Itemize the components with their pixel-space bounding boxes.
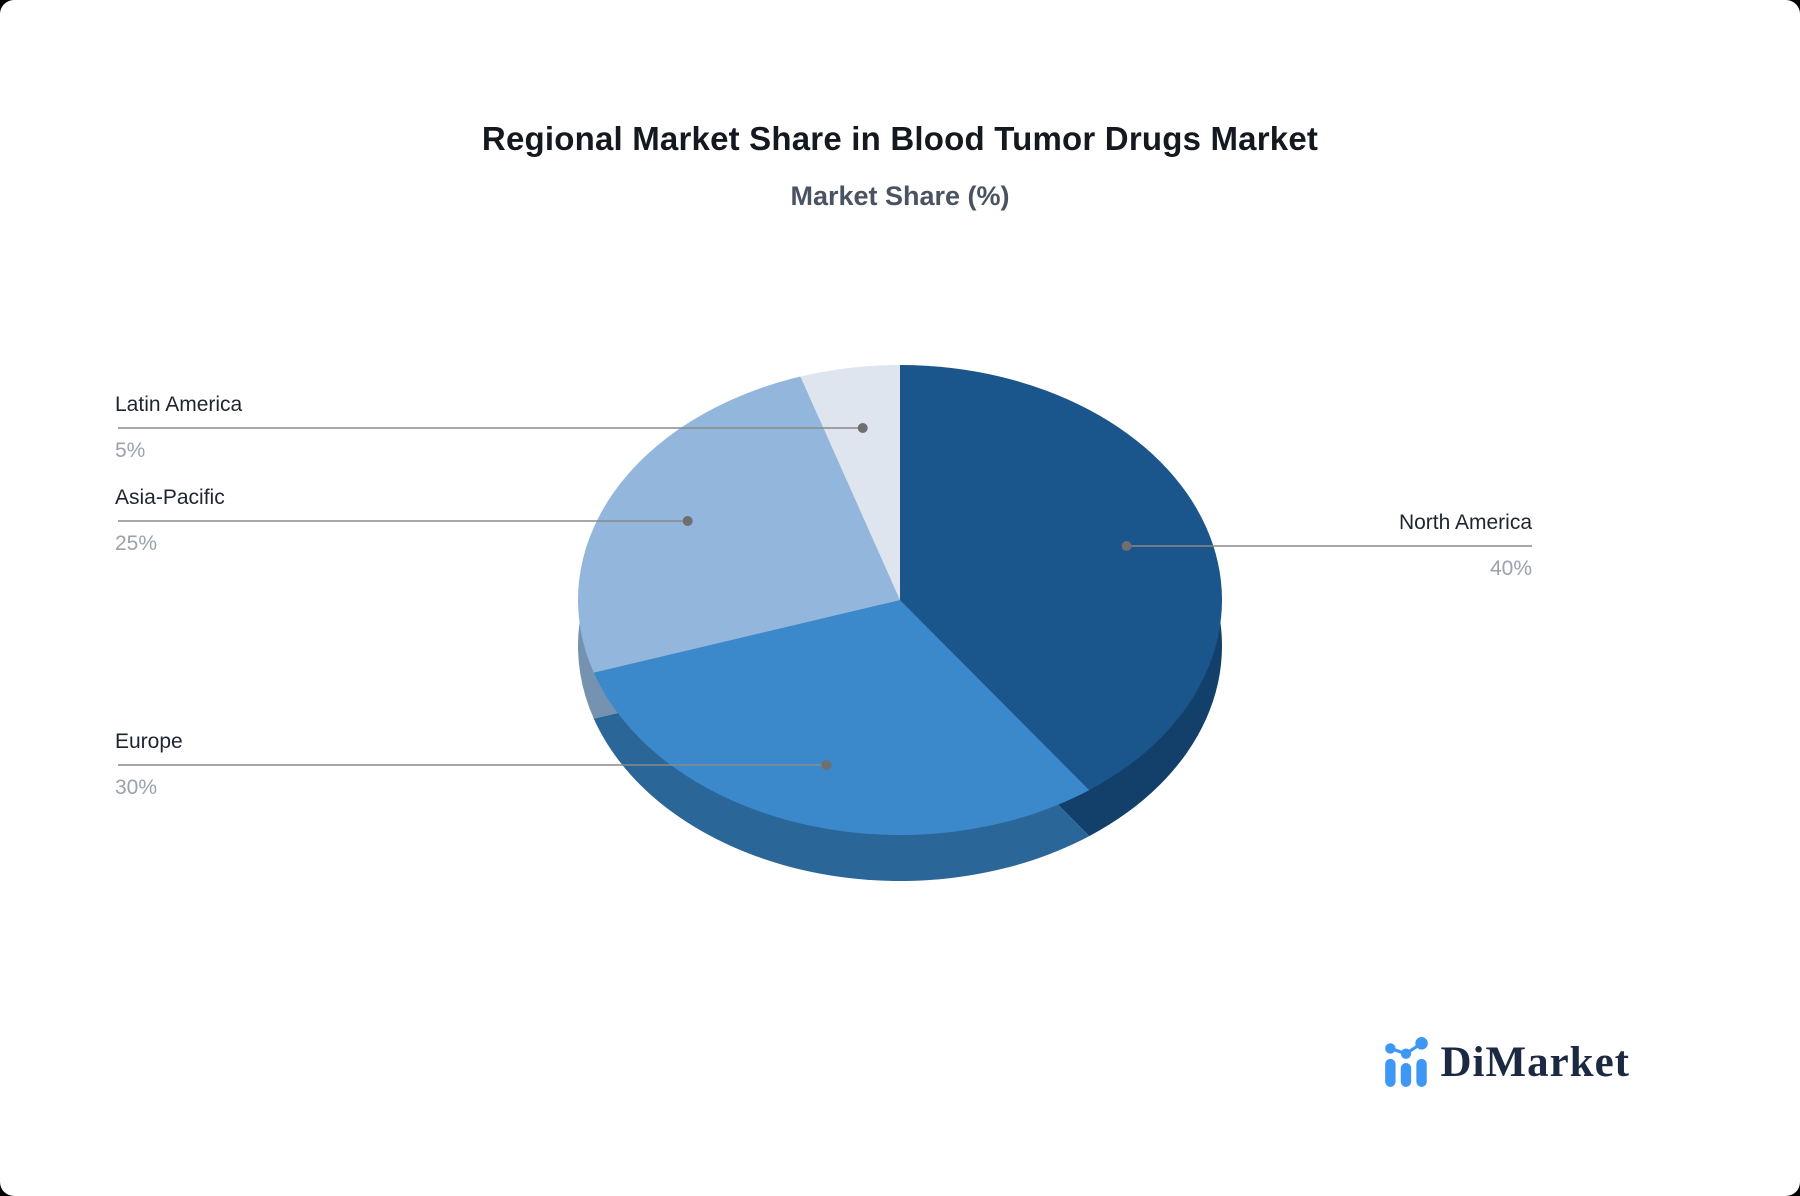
leader-dot-latin-america — [857, 423, 868, 433]
chart-title: Regional Market Share in Blood Tumor Dru… — [481, 120, 1319, 157]
pie-slice-latin-america[interactable] — [800, 365, 900, 600]
pie-slice-europe[interactable] — [593, 600, 1090, 835]
leader-dot-north-america — [1121, 541, 1132, 551]
leader-dot-asia-pacific — [682, 516, 693, 526]
pie-slice-asia-pacific[interactable] — [578, 376, 900, 673]
dimarket-logo-text: DiMarket — [1440, 1038, 1630, 1086]
leader-dot-europe — [821, 760, 832, 770]
dimarket-logo-icon — [1384, 1037, 1428, 1087]
chart-subtitle: Market Share (%) — [790, 181, 1010, 211]
dimarket-logo: DiMarket — [1384, 1036, 1631, 1088]
pie-slice-north-america[interactable] — [900, 365, 1222, 791]
